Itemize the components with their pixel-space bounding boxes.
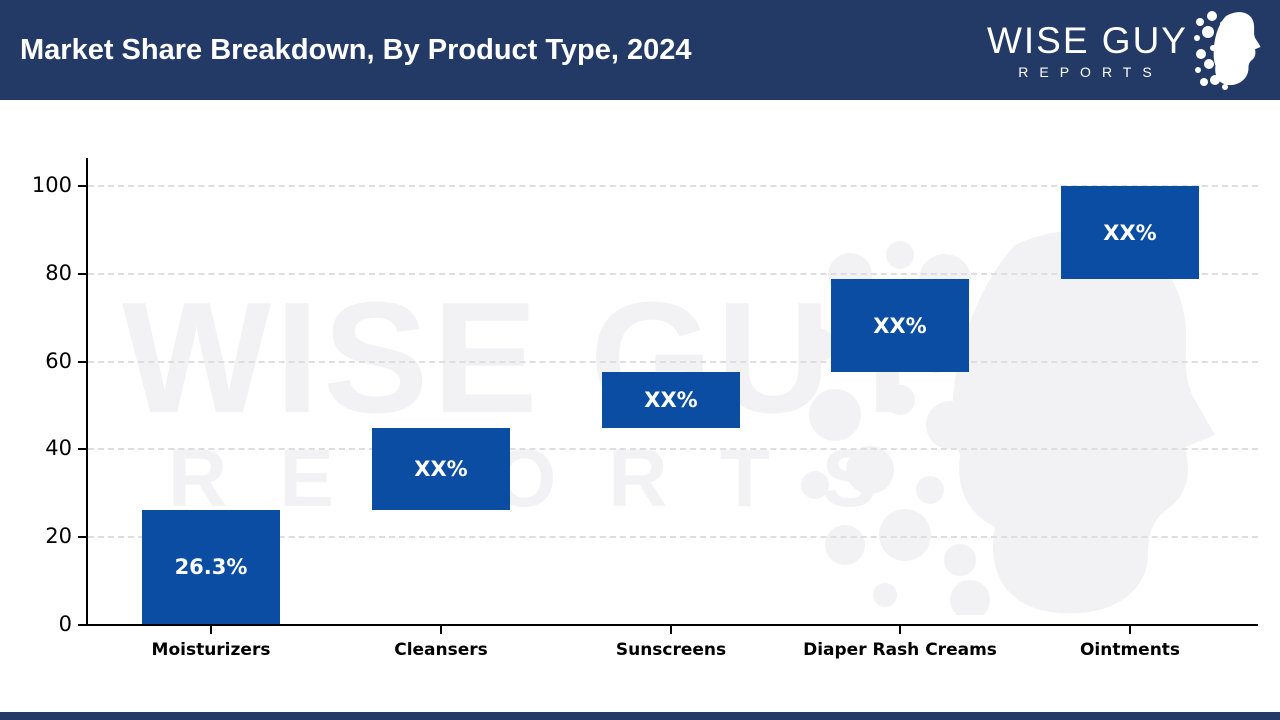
y-tick-80 xyxy=(78,272,86,275)
bar-moisturizers: 26.3% xyxy=(142,509,280,625)
x-tick-1 xyxy=(440,626,442,634)
bar-value-label: XX% xyxy=(1103,220,1157,245)
brand-name: WISE GUY xyxy=(986,20,1188,62)
bar-value-label: 26.3% xyxy=(174,555,248,580)
gridline-40 xyxy=(88,448,1258,451)
brand-logo: WISE GUY REPORTS xyxy=(987,8,1266,94)
y-tick-label-40: 40 xyxy=(45,436,72,461)
x-axis xyxy=(86,624,1258,626)
bar-value-label: XX% xyxy=(414,456,468,481)
chart-title: Market Share Breakdown, By Product Type,… xyxy=(20,34,692,66)
x-tick-4 xyxy=(1129,626,1131,634)
y-tick-label-100: 100 xyxy=(31,173,72,197)
gridline-60 xyxy=(88,360,1258,363)
x-tick-2 xyxy=(670,626,672,634)
y-tick-0 xyxy=(78,624,86,626)
bar-sunscreens: XX% xyxy=(602,372,740,429)
bar-diaper-rash-creams: XX% xyxy=(831,279,969,373)
y-tick-label-60: 60 xyxy=(45,348,72,373)
gridline-80 xyxy=(88,272,1258,275)
brand-logo-text: WISE GUY REPORTS xyxy=(986,20,1188,80)
y-tick-label-0: 0 xyxy=(58,612,72,636)
category-label-diaper-rash-creams: Diaper Rash Creams xyxy=(803,640,997,660)
y-tick-label-80: 80 xyxy=(45,260,72,285)
category-label-sunscreens: Sunscreens xyxy=(615,640,727,660)
category-label-cleansers: Cleansers xyxy=(394,640,488,660)
footer-bar xyxy=(0,712,1280,720)
bar-value-label: XX% xyxy=(644,388,698,413)
y-tick-100 xyxy=(78,185,86,187)
y-tick-20 xyxy=(78,536,86,539)
brand-subname: REPORTS xyxy=(1018,63,1163,80)
bar-cleansers: XX% xyxy=(372,428,510,510)
gridline-100 xyxy=(88,185,1258,187)
category-label-moisturizers: Moisturizers xyxy=(151,640,271,660)
watermark-text-line1: WISE GUY xyxy=(122,270,945,446)
category-label-ointments: Ointments xyxy=(1079,640,1181,660)
brand-head-icon xyxy=(1194,11,1261,90)
y-tick-40 xyxy=(78,448,86,451)
bar-ointments: XX% xyxy=(1061,186,1199,280)
header-bar: Market Share Breakdown, By Product Type,… xyxy=(0,0,1280,100)
x-tick-3 xyxy=(899,626,901,634)
watermark-text-line2: REPORTS xyxy=(168,433,929,524)
x-tick-0 xyxy=(210,626,212,634)
y-axis xyxy=(86,158,88,626)
y-tick-60 xyxy=(78,360,86,363)
y-tick-label-20: 20 xyxy=(45,524,72,549)
gridline-20 xyxy=(88,536,1258,539)
bar-value-label: XX% xyxy=(873,313,927,338)
